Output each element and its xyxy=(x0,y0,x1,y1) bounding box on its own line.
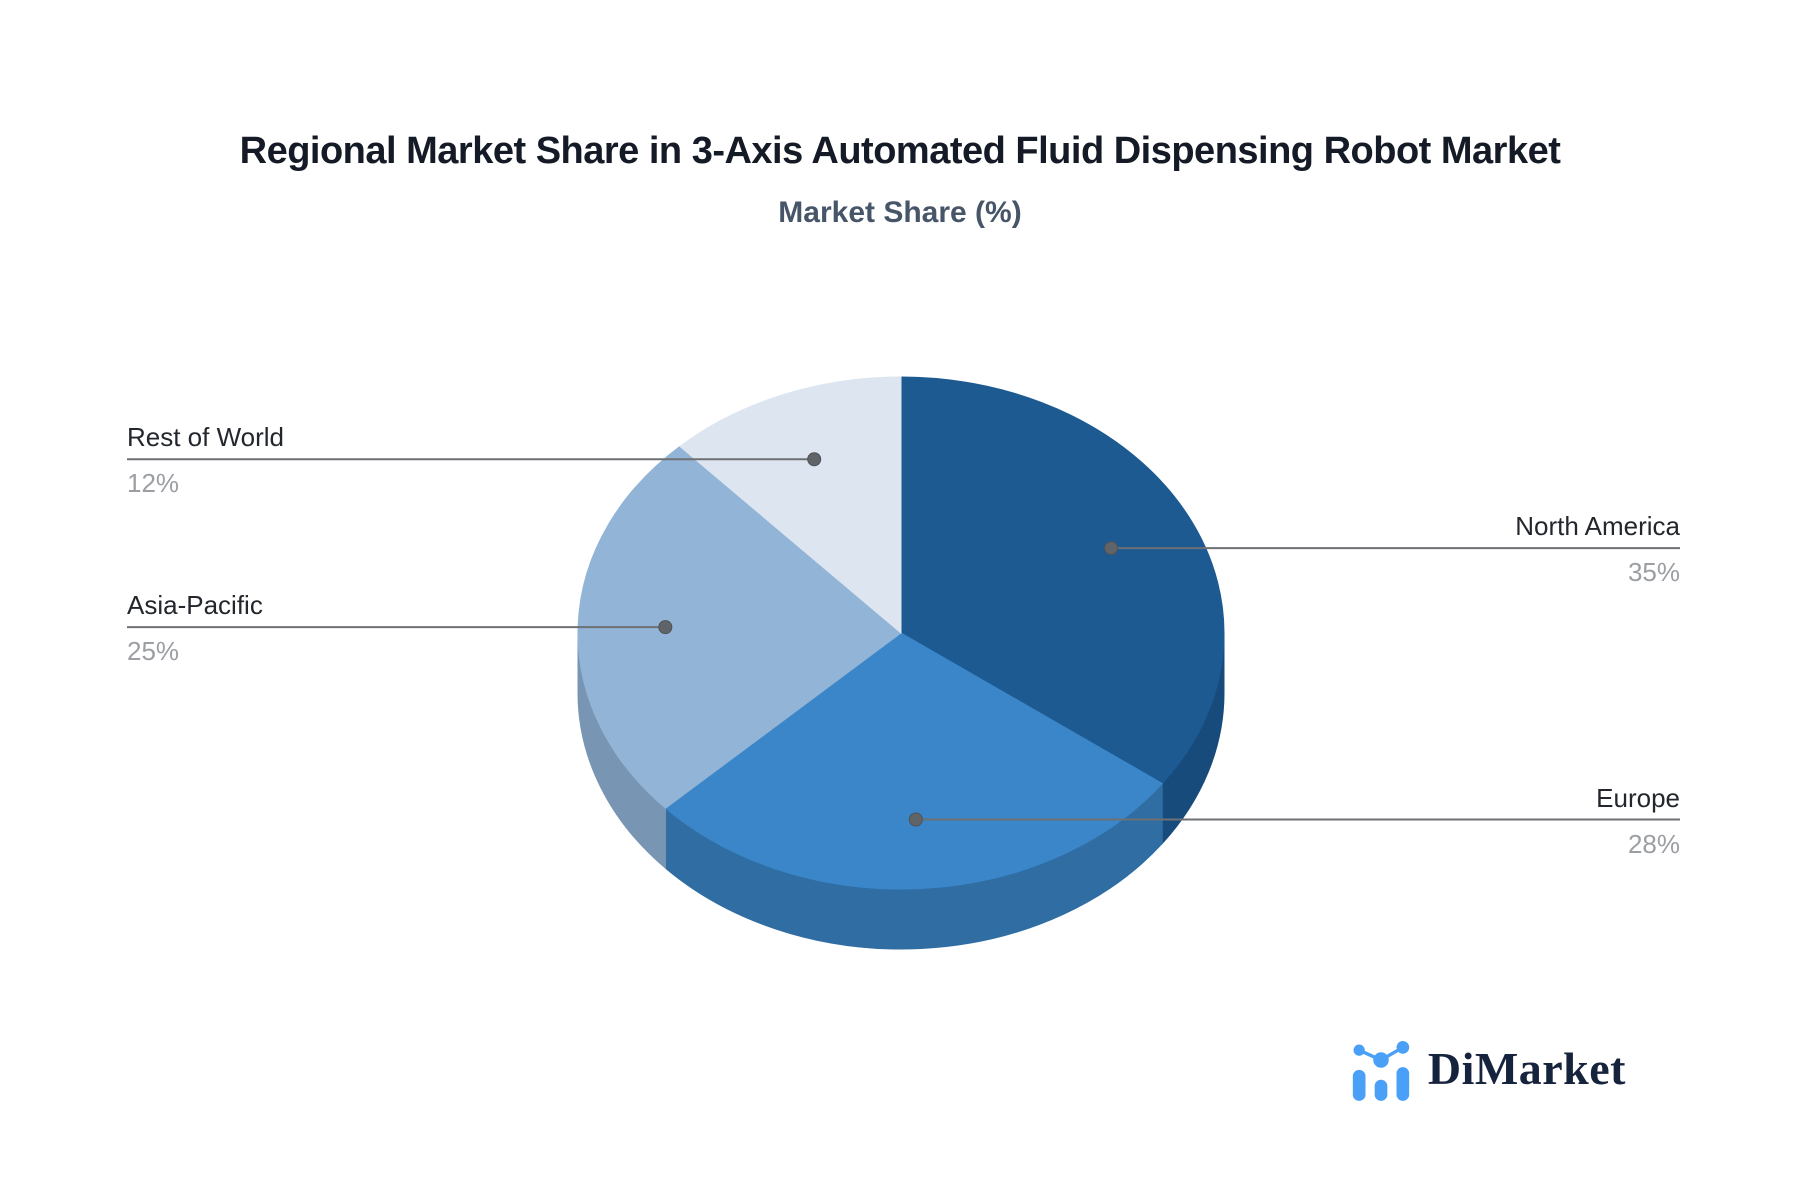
leader-dot-rest-of-world xyxy=(807,452,822,467)
pie-slice-rest-of-world[interactable] xyxy=(679,376,902,635)
chart-subtitle: Market Share (%) xyxy=(778,196,1022,229)
slice-value: 28% xyxy=(1627,828,1680,859)
brand-wordmark: DiMarket xyxy=(1427,1043,1626,1094)
leader-dot-north-america xyxy=(1104,541,1119,556)
pie-slice-asia-pacific[interactable] xyxy=(577,445,902,809)
slice-name: Asia-Pacific xyxy=(127,590,263,621)
slice-value: 35% xyxy=(1627,557,1680,588)
pie-slice-north-america[interactable] xyxy=(900,376,1225,785)
slice-name: Europe xyxy=(1596,782,1680,813)
label-block-europe: Europe 28% xyxy=(1120,779,1680,861)
label-block-asia-pacific: Asia-Pacific 25% xyxy=(127,586,687,668)
brand-logo: DiMarket xyxy=(1350,1036,1626,1101)
slice-name: Rest of World xyxy=(127,422,285,453)
leader-dot-europe xyxy=(908,812,923,827)
slice-value: 25% xyxy=(127,636,180,667)
label-block-north-america: North America 35% xyxy=(1120,507,1680,589)
leader-dot-asia-pacific xyxy=(658,620,673,635)
slice-value: 12% xyxy=(127,468,180,499)
brand-chart-icon xyxy=(1352,1041,1410,1101)
label-block-rest-of-world: Rest of World 12% xyxy=(127,418,687,500)
pie-slice-europe[interactable] xyxy=(664,632,1164,890)
slice-name: North America xyxy=(1515,511,1680,542)
chart-title: Regional Market Share in 3-Axis Automate… xyxy=(239,130,1561,172)
